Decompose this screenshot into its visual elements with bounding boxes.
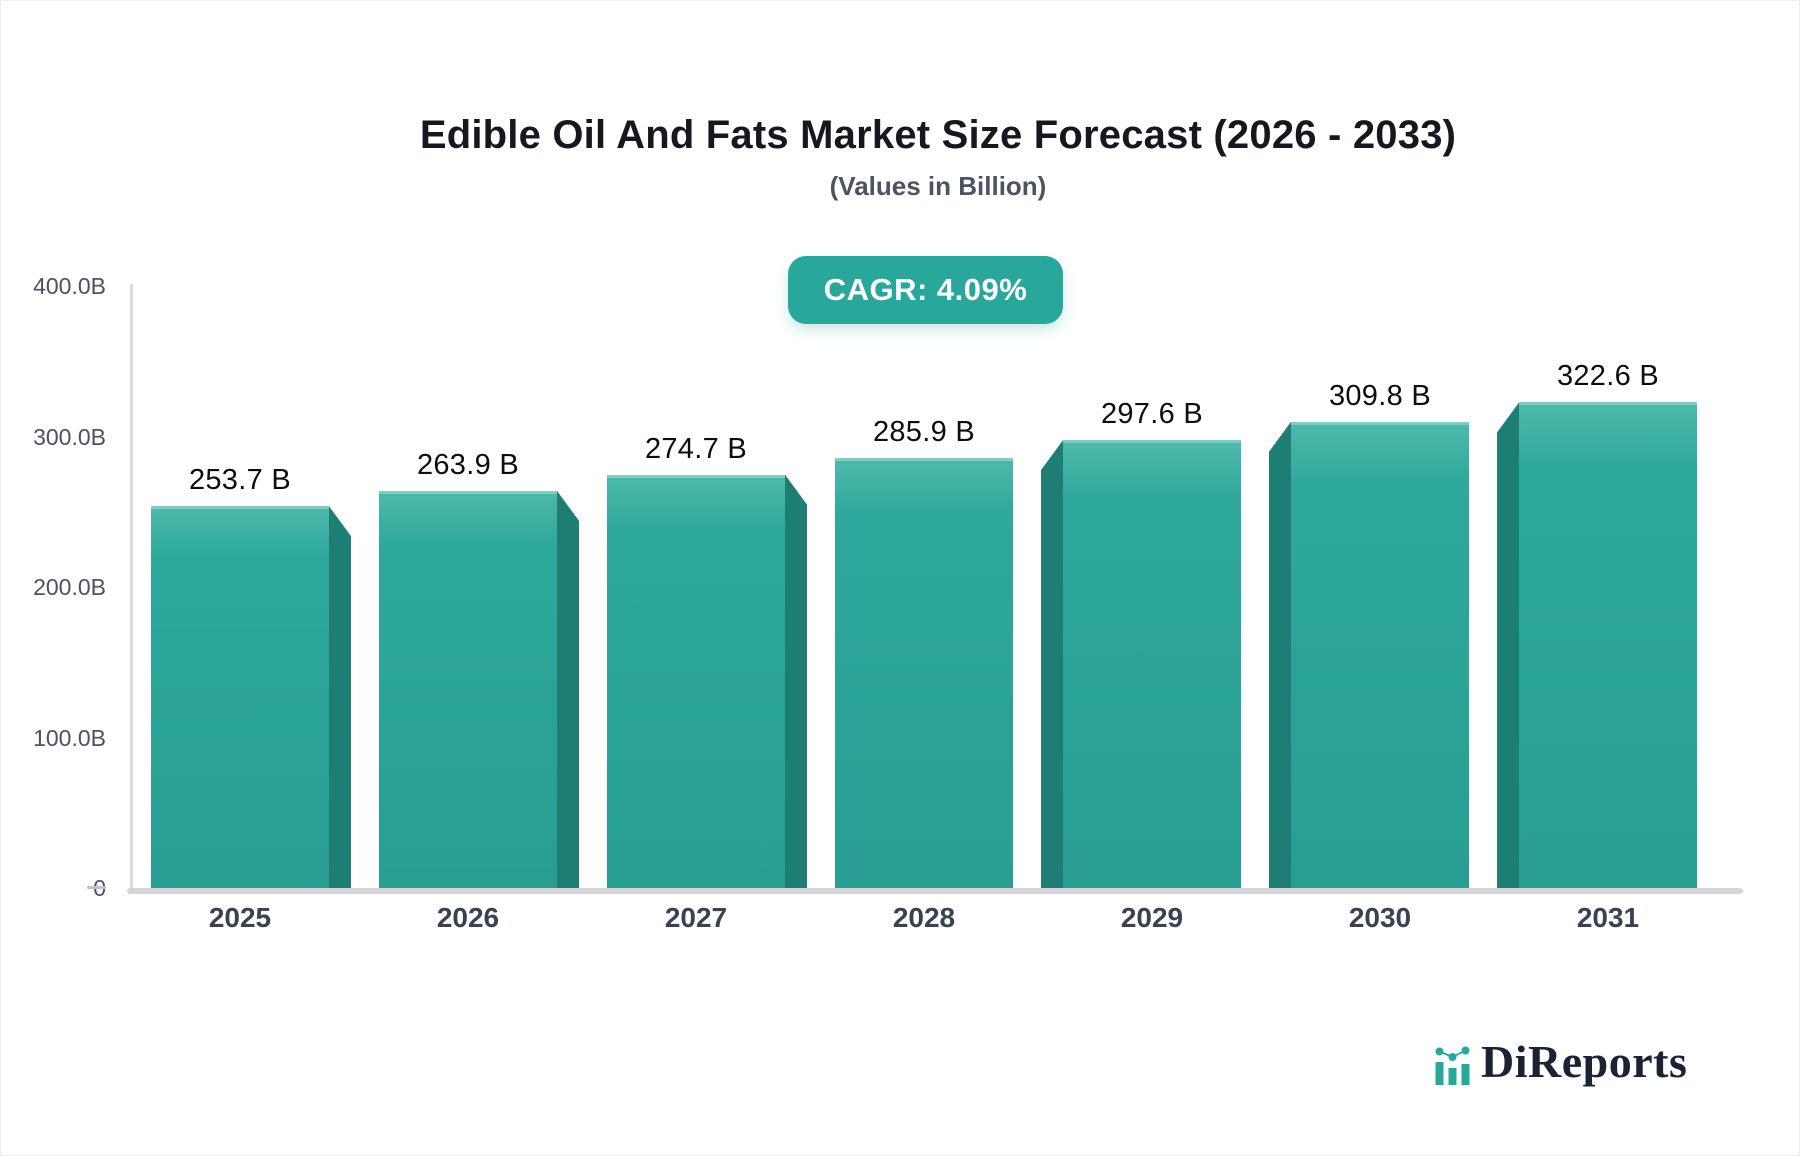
bar	[379, 490, 557, 888]
bar-side-face	[1269, 421, 1291, 888]
bar-value-label: 285.9 B	[872, 415, 976, 448]
bar-value-label: 322.6 B	[1556, 360, 1660, 393]
cagr-badge-label: CAGR: 4.09%	[823, 272, 1028, 307]
chart-subtitle: (Values in Billion)	[829, 171, 1047, 201]
y-axis-line	[130, 284, 133, 893]
x-axis-label: 2027	[664, 902, 728, 933]
direports-logo-icon	[1435, 1046, 1470, 1085]
y-axis-tick-label: 200.0B	[33, 574, 106, 600]
bar-value-label: 263.9 B	[416, 448, 520, 481]
bar-side-face	[785, 474, 807, 888]
bar-side-face	[1497, 402, 1519, 888]
y-axis-tick-label: 300.0B	[33, 423, 106, 450]
bar-side-face	[1041, 440, 1063, 888]
chart-title: Edible Oil And Fats Market Size Forecast…	[419, 113, 1457, 157]
y-axis-tick-label: 100.0B	[33, 724, 106, 751]
bar-value-label: 274.7 B	[644, 432, 748, 465]
bar	[1063, 440, 1241, 888]
x-axis-label: 2031	[1576, 902, 1640, 933]
zero-tick-mark	[87, 886, 106, 889]
bar	[835, 457, 1013, 888]
bar-side-face	[557, 490, 579, 888]
y-axis-tick-label: 400.0B	[33, 273, 106, 299]
direports-logo-text: DiReports	[1481, 1036, 1688, 1087]
x-axis-label: 2028	[892, 902, 956, 933]
bar	[1519, 402, 1697, 888]
bar	[1291, 421, 1469, 888]
x-axis-label: 2029	[1120, 902, 1184, 933]
x-axis-label: 2025	[208, 902, 272, 933]
bar-value-label: 297.6 B	[1100, 398, 1204, 431]
chart-header: Edible Oil And Fats Market Size Forecast…	[77, 109, 1799, 205]
x-axis-label: 2030	[1348, 902, 1412, 933]
x-axis-baseline	[127, 888, 1743, 894]
x-axis-label: 2026	[436, 902, 500, 933]
bar	[607, 474, 785, 888]
cagr-badge: CAGR: 4.09%	[788, 256, 1063, 324]
bar-side-face	[329, 506, 351, 888]
direports-logo: DiReports	[1434, 1039, 1687, 1085]
bar-value-label: 253.7 B	[188, 464, 292, 497]
bar-value-label: 309.8 B	[1328, 379, 1432, 412]
bar	[151, 506, 329, 888]
